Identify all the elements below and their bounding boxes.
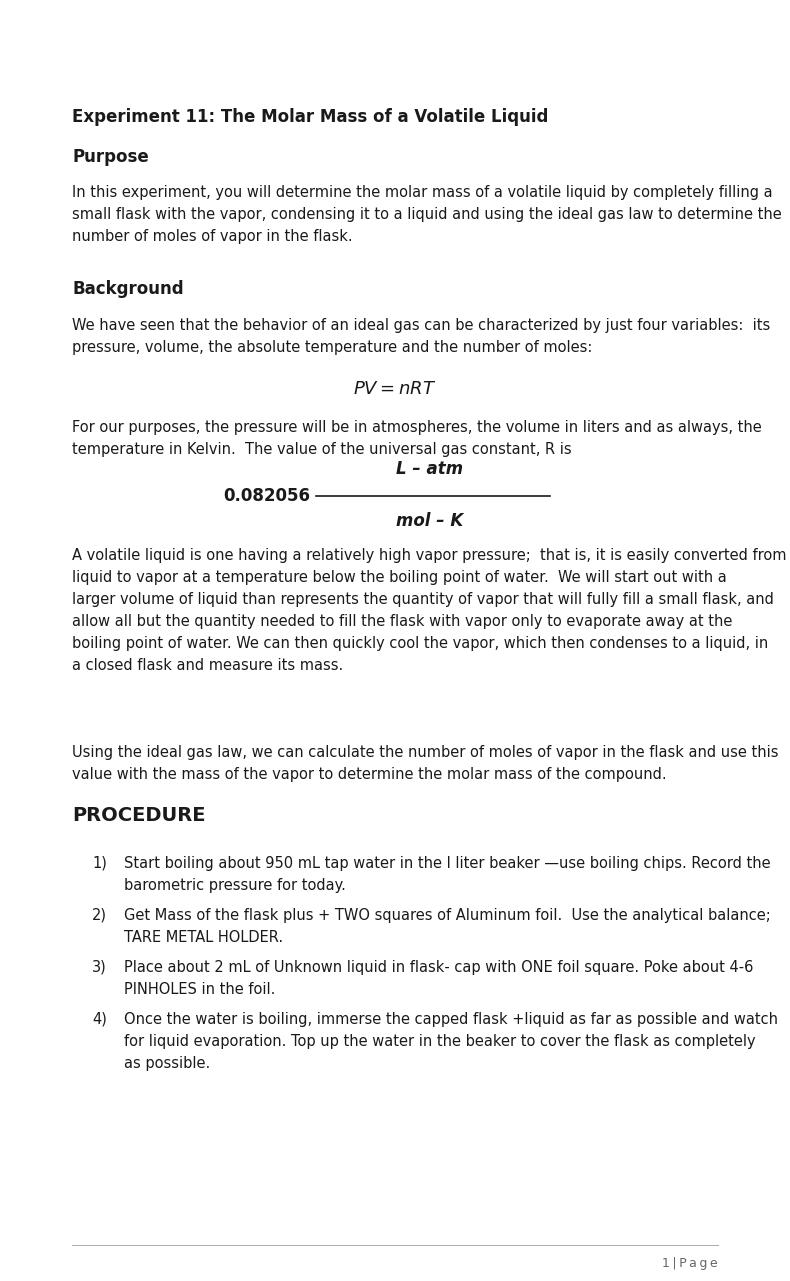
Text: In this experiment, you will determine the molar mass of a volatile liquid by co: In this experiment, you will determine t…: [72, 184, 782, 243]
Text: 1): 1): [92, 856, 107, 871]
Text: $\mathit{PV}=\mathit{nRT}$: $\mathit{PV}=\mathit{nRT}$: [353, 380, 437, 398]
Text: Purpose: Purpose: [72, 149, 149, 167]
Text: 2): 2): [92, 908, 107, 924]
Text: Once the water is boiling, immerse the capped flask +liquid as far as possible a: Once the water is boiling, immerse the c…: [124, 1012, 778, 1071]
Text: Get Mass of the flask plus + TWO squares of Aluminum foil.  Use the analytical b: Get Mass of the flask plus + TWO squares…: [124, 908, 771, 945]
Text: For our purposes, the pressure will be in atmospheres, the volume in liters and : For our purposes, the pressure will be i…: [72, 420, 762, 457]
Text: mol – K: mol – K: [397, 512, 464, 530]
Text: 3): 3): [92, 959, 107, 975]
Text: 0.082056: 0.082056: [223, 487, 310, 505]
Text: A volatile liquid is one having a relatively high vapor pressure;  that is, it i: A volatile liquid is one having a relati…: [72, 548, 787, 673]
Text: Place about 2 mL of Unknown liquid in flask- cap with ONE foil square. Poke abou: Place about 2 mL of Unknown liquid in fl…: [124, 959, 754, 997]
Text: Using the ideal gas law, we can calculate the number of moles of vapor in the fl: Using the ideal gas law, we can calculat…: [72, 746, 778, 781]
Text: 4): 4): [92, 1012, 107, 1027]
Text: Background: Background: [72, 281, 183, 298]
Text: Start boiling about 950 mL tap water in the l liter beaker —use boiling chips. R: Start boiling about 950 mL tap water in …: [124, 856, 770, 893]
Text: L – atm: L – atm: [397, 460, 464, 478]
Text: PROCEDURE: PROCEDURE: [72, 806, 205, 825]
Text: 1 | P a g e: 1 | P a g e: [662, 1257, 718, 1269]
Text: We have seen that the behavior of an ideal gas can be characterized by just four: We have seen that the behavior of an ide…: [72, 318, 770, 355]
Text: Experiment 11: The Molar Mass of a Volatile Liquid: Experiment 11: The Molar Mass of a Volat…: [72, 108, 548, 126]
